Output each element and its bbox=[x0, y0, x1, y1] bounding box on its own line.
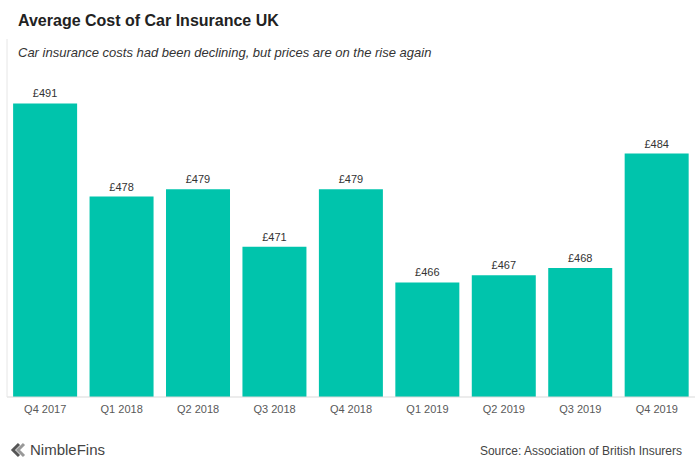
svg-text:£484: £484 bbox=[644, 138, 668, 150]
svg-text:£479: £479 bbox=[339, 173, 363, 185]
svg-text:Q2 2019: Q2 2019 bbox=[483, 403, 525, 415]
svg-text:Q2 2018: Q2 2018 bbox=[177, 403, 219, 415]
svg-text:Q3 2018: Q3 2018 bbox=[253, 403, 295, 415]
svg-text:£466: £466 bbox=[415, 266, 439, 278]
svg-text:Q1 2019: Q1 2019 bbox=[406, 403, 448, 415]
svg-text:£478: £478 bbox=[109, 181, 133, 193]
svg-text:£491: £491 bbox=[33, 87, 57, 99]
svg-text:£471: £471 bbox=[262, 231, 286, 243]
svg-text:£479: £479 bbox=[186, 173, 210, 185]
svg-text:Q4 2017: Q4 2017 bbox=[24, 403, 66, 415]
html-text:NimbleFins: NimbleFins bbox=[30, 441, 105, 458]
svg-text:Q3 2019: Q3 2019 bbox=[559, 403, 601, 415]
html-text:Average Cost of Car Insurance: Average Cost of Car Insurance UK bbox=[18, 12, 279, 29]
svg-text:Q4 2019: Q4 2019 bbox=[636, 403, 678, 415]
svg-text:£468: £468 bbox=[568, 252, 592, 264]
svg-text:Q4 2018: Q4 2018 bbox=[330, 403, 372, 415]
html-text:Car insurance costs had been d: Car insurance costs had been declining, … bbox=[18, 45, 432, 60]
svg-text:£467: £467 bbox=[492, 259, 516, 271]
svg-text:Q1 2018: Q1 2018 bbox=[101, 403, 143, 415]
html-text:Source: Association of British: Source: Association of British Insurers bbox=[479, 444, 682, 458]
